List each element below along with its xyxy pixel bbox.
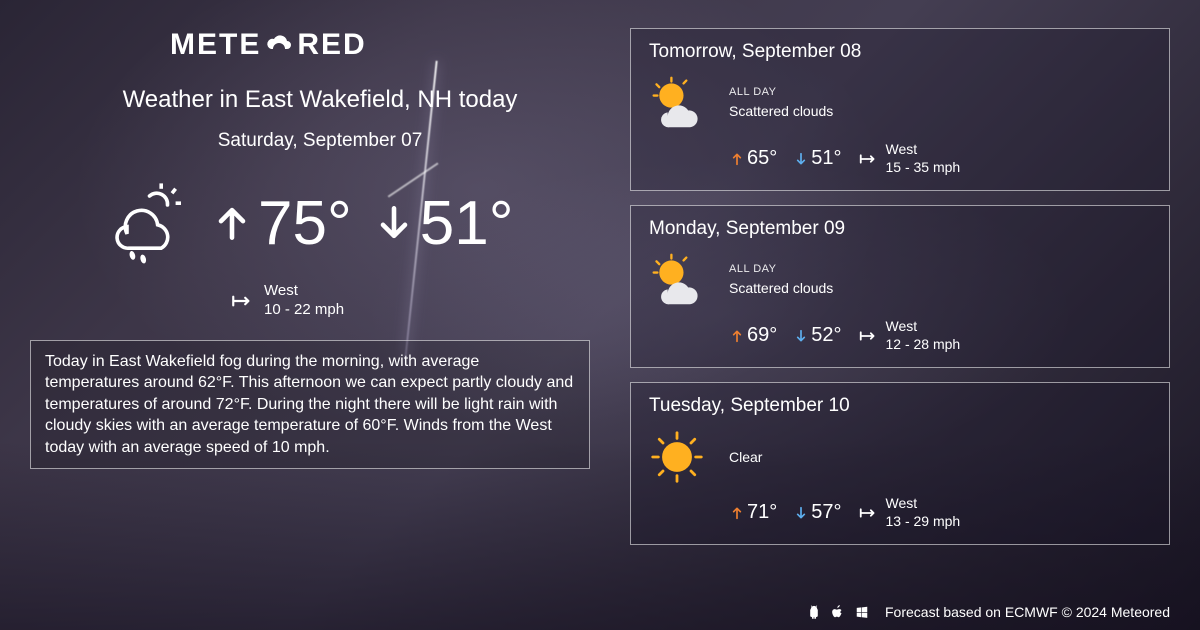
partly-cloudy-icon [649,75,705,131]
forecast-low: 57° [793,501,841,524]
current-date: Saturday, September 07 [30,130,610,152]
forecast-low: 52° [793,324,841,347]
forecast-condition: ALL DAYScattered clouds [729,261,833,299]
current-weather: 75° 51° [100,178,610,268]
android-icon[interactable] [807,605,821,619]
forecast-wind: West12 - 28 mph [858,318,961,353]
forecast-card[interactable]: Monday, September 09 ALL DAYScattered clo… [630,205,1170,368]
attribution-text: Forecast based on ECMWF © 2024 Meteored [885,604,1170,620]
forecast-list: Tomorrow, September 08 ALL DAYScattered c… [630,28,1170,610]
wind-icon [858,148,880,170]
page-title: Weather in East Wakefield, NH today [30,86,610,114]
forecast-date: Tuesday, September 10 [649,395,1151,417]
forecast-wind: West15 - 35 mph [858,141,961,176]
today-high: 75° [210,188,352,259]
wind-direction: West [264,282,344,301]
today-wind: West 10 - 22 mph [230,282,610,320]
brand-cloud-icon [265,31,293,59]
apple-icon[interactable] [831,605,845,619]
forecast-high: 69° [729,324,777,347]
forecast-condition: Clear [729,447,762,468]
brand-text-2: RED [297,28,366,62]
today-description: Today in East Wakefield fog during the m… [30,340,590,470]
today-low: 51° [372,188,514,259]
arrow-up-icon [210,201,254,245]
wind-speed: 10 - 22 mph [264,301,344,320]
forecast-card[interactable]: Tomorrow, September 08 ALL DAYScattered c… [630,28,1170,191]
brand-text-1: METE [170,28,261,62]
partly-cloudy-icon [649,252,705,308]
forecast-wind: West13 - 29 mph [858,495,961,530]
forecast-condition: ALL DAYScattered clouds [729,84,833,122]
wind-icon [858,325,880,347]
wind-icon [858,502,880,524]
wind-icon [230,288,256,314]
forecast-date: Tomorrow, September 08 [649,41,1151,63]
forecast-high: 65° [729,147,777,170]
arrow-down-icon [372,201,416,245]
windows-icon[interactable] [855,605,869,619]
forecast-card[interactable]: Tuesday, September 10 Clear 71° 57° West13 -… [630,382,1170,545]
cloud-rain-sun-icon [100,178,190,268]
footer: Forecast based on ECMWF © 2024 Meteored [807,604,1170,620]
sun-icon [649,429,705,485]
forecast-high: 71° [729,501,777,524]
forecast-low: 51° [793,147,841,170]
brand-logo: METE RED [170,28,610,62]
forecast-date: Monday, September 09 [649,218,1151,240]
